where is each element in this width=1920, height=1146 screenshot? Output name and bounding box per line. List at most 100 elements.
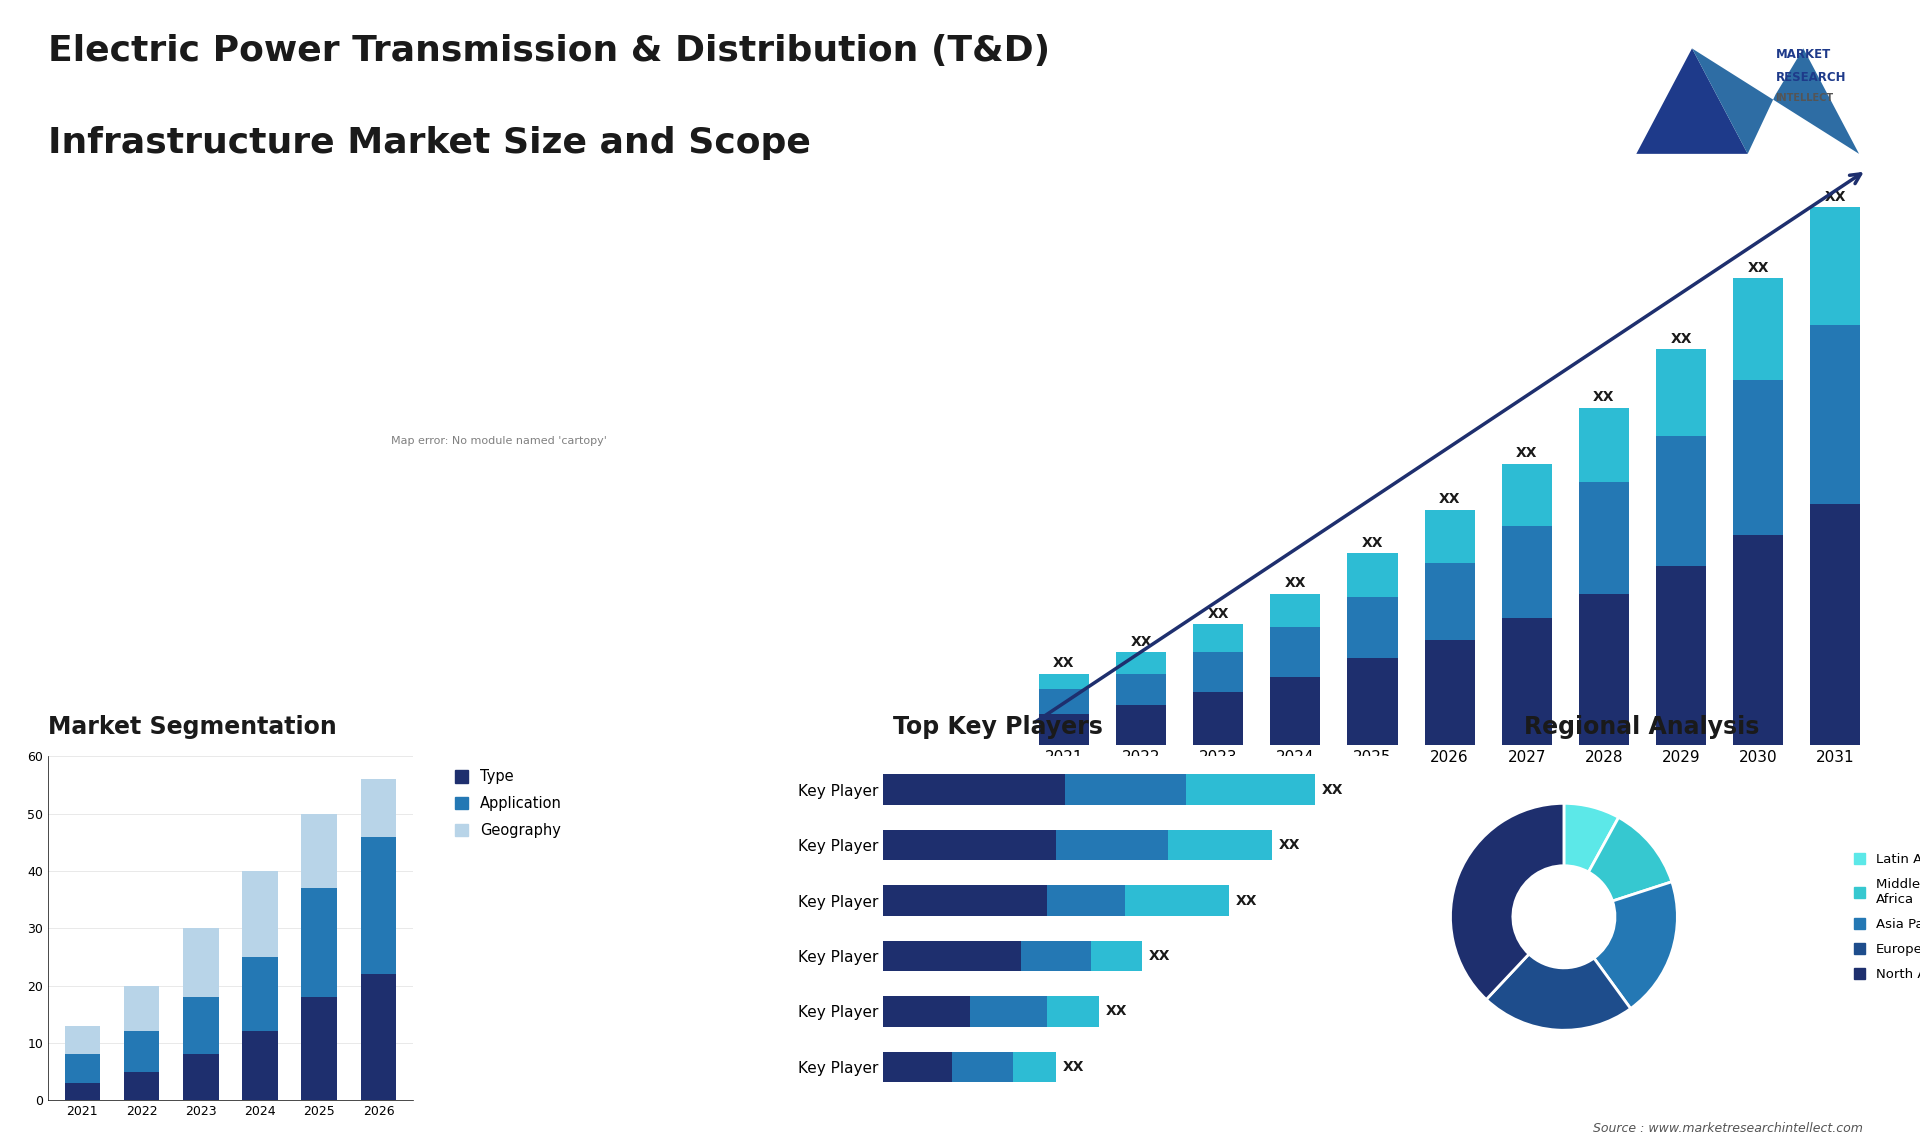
Text: INTELLECT: INTELLECT (1776, 93, 1834, 103)
Bar (123, 986, 159, 1031)
Circle shape (1513, 865, 1615, 968)
Bar (182, 1054, 219, 1100)
Text: XX: XX (1062, 1060, 1085, 1074)
Bar (1811, 324, 1860, 504)
Text: Regional Analysis: Regional Analysis (1524, 715, 1759, 739)
Legend: Type, Application, Geography: Type, Application, Geography (449, 763, 568, 843)
Text: MARKET: MARKET (1776, 48, 1832, 62)
Bar (1056, 830, 1167, 861)
Bar (1501, 526, 1551, 618)
Bar (1116, 705, 1165, 745)
Bar (1734, 278, 1784, 380)
Text: Top Key Players: Top Key Players (893, 715, 1104, 739)
Bar (123, 1072, 159, 1100)
Bar (65, 1026, 100, 1054)
Bar (1271, 677, 1321, 745)
Bar (1425, 639, 1475, 745)
Bar (1501, 464, 1551, 526)
Bar (1811, 207, 1860, 324)
Bar (883, 830, 1056, 861)
Bar (1116, 652, 1165, 674)
Bar (1039, 689, 1089, 714)
Text: XX: XX (1517, 446, 1538, 460)
Bar (242, 957, 278, 1031)
Bar (301, 997, 338, 1100)
Bar (1039, 674, 1089, 689)
Bar (1039, 714, 1089, 745)
Bar (1271, 628, 1321, 677)
Bar (1048, 996, 1098, 1027)
Text: XX: XX (1131, 635, 1152, 649)
Bar (883, 941, 1021, 971)
Bar (1091, 941, 1142, 971)
Bar (1185, 775, 1315, 804)
Bar (883, 775, 1064, 804)
Polygon shape (1636, 48, 1747, 154)
Text: XX: XX (1279, 838, 1300, 853)
Text: XX: XX (1208, 606, 1229, 621)
Text: XX: XX (1361, 535, 1382, 550)
Wedge shape (1486, 953, 1630, 1030)
Bar (361, 779, 396, 837)
Text: Infrastructure Market Size and Scope: Infrastructure Market Size and Scope (48, 126, 810, 160)
Text: Market Segmentation: Market Segmentation (48, 715, 336, 739)
Bar (1348, 659, 1398, 745)
Bar (1167, 830, 1271, 861)
Text: XX: XX (1824, 189, 1845, 204)
Wedge shape (1565, 803, 1619, 872)
Bar (1021, 941, 1091, 971)
Text: XX: XX (1235, 894, 1258, 908)
Bar (1192, 625, 1244, 652)
Wedge shape (1450, 803, 1565, 999)
Text: XX: XX (1438, 493, 1461, 507)
Bar (1348, 597, 1398, 659)
Bar (301, 888, 338, 997)
Text: XX: XX (1670, 331, 1692, 346)
Bar (883, 996, 970, 1027)
Bar (1425, 563, 1475, 639)
Bar (182, 928, 219, 997)
Bar (242, 1031, 278, 1100)
Legend: Latin America, Middle East &
Africa, Asia Pacific, Europe, North America: Latin America, Middle East & Africa, Asi… (1849, 848, 1920, 986)
Bar (242, 871, 278, 957)
Bar (1578, 408, 1628, 482)
Bar (361, 837, 396, 974)
Text: XX: XX (1594, 391, 1615, 405)
Text: Electric Power Transmission & Distribution (T&D): Electric Power Transmission & Distributi… (48, 34, 1050, 69)
Bar (1048, 885, 1125, 916)
Text: RESEARCH: RESEARCH (1776, 71, 1845, 84)
Bar (1501, 618, 1551, 745)
Bar (1116, 674, 1165, 705)
Bar (1271, 594, 1321, 628)
Bar (1192, 652, 1244, 692)
Text: XX: XX (1747, 260, 1768, 275)
Bar (1125, 885, 1229, 916)
Bar (1064, 775, 1185, 804)
Bar (301, 814, 338, 888)
Bar (361, 974, 396, 1100)
Text: Map error: No module named 'cartopy': Map error: No module named 'cartopy' (392, 437, 607, 446)
Bar (1425, 510, 1475, 563)
Bar (1014, 1052, 1056, 1082)
Bar (1811, 504, 1860, 745)
Bar (1734, 535, 1784, 745)
Bar (883, 885, 1048, 916)
Text: XX: XX (1054, 657, 1075, 670)
Bar (123, 1031, 159, 1072)
Bar (952, 1052, 1014, 1082)
Text: XX: XX (1148, 949, 1171, 963)
Text: XX: XX (1106, 1004, 1127, 1019)
Bar (1192, 692, 1244, 745)
Text: XX: XX (1284, 575, 1306, 590)
Bar (883, 1052, 952, 1082)
Bar (970, 996, 1048, 1027)
Wedge shape (1594, 881, 1678, 1008)
Polygon shape (1692, 48, 1859, 154)
Bar (1734, 380, 1784, 535)
Text: XX: XX (1321, 783, 1344, 796)
Bar (1655, 435, 1707, 566)
Bar (1578, 482, 1628, 594)
Bar (1655, 350, 1707, 435)
Wedge shape (1588, 817, 1672, 901)
Bar (1348, 554, 1398, 597)
